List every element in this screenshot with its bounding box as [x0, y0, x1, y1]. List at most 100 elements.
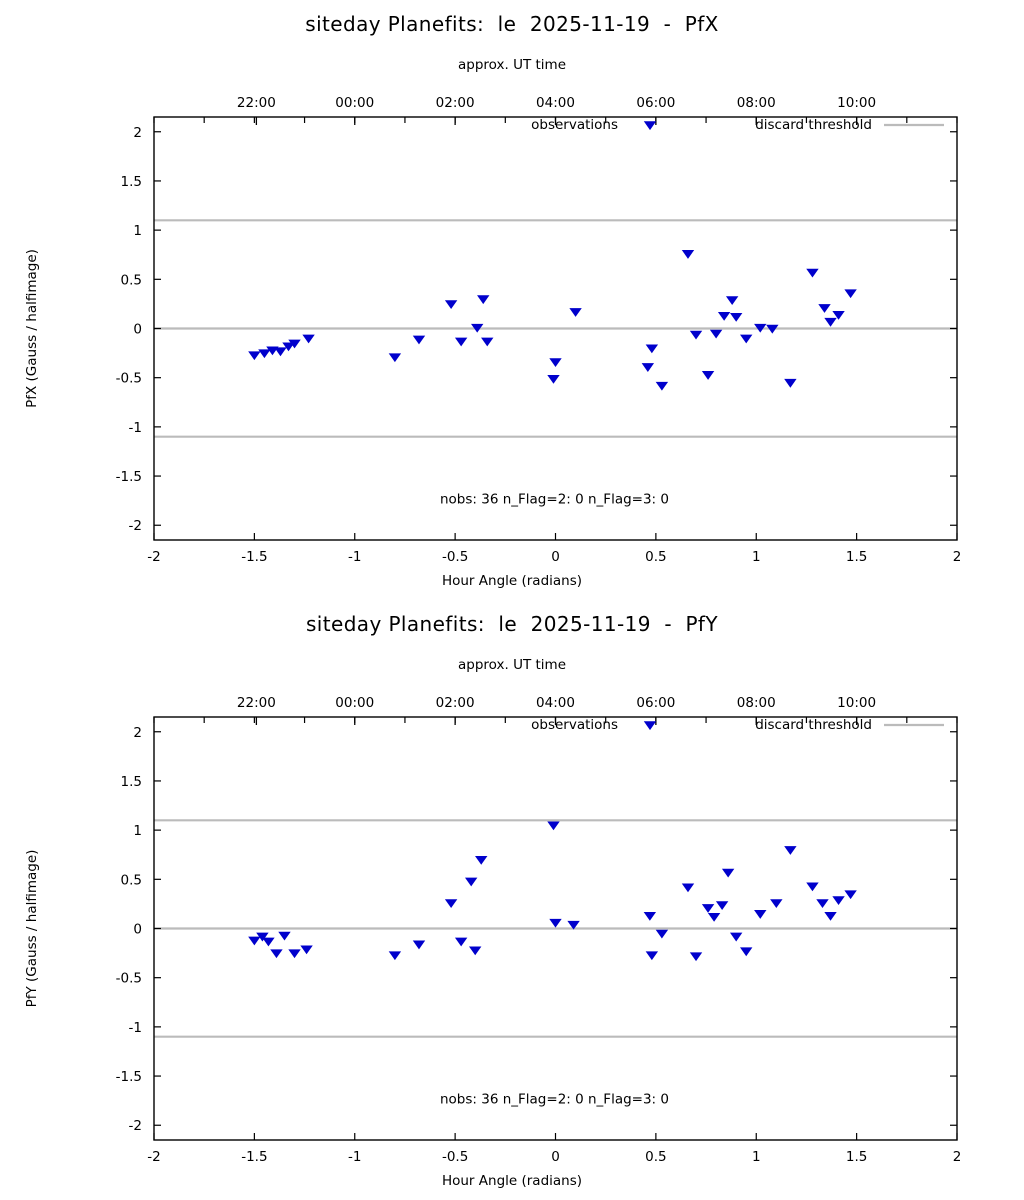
x-axis-bottom-ticks: -2 -1.5 -1 -0.5 0 0.5 1 1.5 2: [147, 533, 961, 565]
legend-label-discard-threshold: discard threshold: [755, 117, 872, 133]
data-point-marker: [806, 268, 819, 278]
x-tick-label-bottom: -0.5: [442, 549, 468, 565]
data-point-marker: [302, 334, 315, 344]
plot-area-pfx: -2 -1.5 -1 -0.5 0 0.5 1 1.5 2 22:00 00:00 02:00 04:0…: [24, 95, 961, 565]
y-axis-ticks: -2 -1.5 -1 -0.5 0 0.5 1 1.5 2: [116, 125, 957, 534]
chart-panel-pfx: siteday Planefits: le 2025-11-19 - PfX a…: [24, 12, 961, 589]
x-tick-label-bottom: -0.5: [442, 1149, 468, 1165]
data-point-marker: [444, 899, 458, 909]
y-tick-label: -0.5: [116, 971, 142, 987]
data-point-marker: [388, 951, 402, 961]
x-tick-label-top: 22:00: [237, 695, 276, 711]
data-point-marker: [412, 335, 426, 345]
data-point-marker: [248, 936, 261, 946]
data-point-marker: [444, 300, 458, 309]
data-point-marker: [740, 947, 753, 957]
data-point-marker: [256, 932, 269, 942]
data-point-marker: [274, 347, 287, 357]
data-point-marker: [288, 949, 301, 959]
data-point-marker: [824, 912, 837, 921]
plot-frame: [153, 116, 958, 541]
y-tick-label: -2: [129, 1118, 142, 1134]
bottom-axis-title-pfy: Hour Angle (radians): [441, 1173, 583, 1189]
x-tick-label-top: 22:00: [237, 95, 276, 111]
nobs-annotation: nobs: 36 n_Flag=2: 0 n_Flag=3: 0: [440, 1092, 669, 1108]
x-tick-label-bottom: 0.5: [645, 549, 666, 565]
x-tick-label-top: 08:00: [737, 695, 776, 711]
data-point-marker: [754, 323, 767, 333]
data-point-marker: [701, 371, 715, 380]
data-point-marker: [641, 363, 655, 372]
data-point-marker: [806, 882, 819, 892]
x-axis-bottom-ticks: -2 -1.5 -1 -0.5 0 0.5 1 1.5 2: [147, 1133, 961, 1165]
data-point-marker: [832, 896, 845, 906]
data-point-marker: [729, 932, 743, 942]
y-axis-ticks: -2 -1.5 -1 -0.5 0 0.5 1 1.5 2: [116, 725, 957, 1134]
page-title-pfx: siteday Planefits: le 2025-11-19 - PfX: [305, 12, 719, 36]
data-series-observations: [248, 821, 857, 962]
top-axis-title-pfx: approx. UT time: [458, 57, 566, 73]
x-tick-label-bottom: -1.5: [241, 549, 267, 565]
data-point-marker: [481, 337, 494, 347]
y-tick-label: 0.5: [121, 272, 142, 288]
x-tick-label-top: 04:00: [536, 695, 575, 711]
data-point-marker: [818, 304, 831, 313]
x-tick-label-top: 10:00: [837, 95, 876, 111]
data-point-marker: [412, 940, 426, 950]
x-tick-label-bottom: 1.5: [846, 1149, 867, 1165]
x-tick-label-top: 10:00: [837, 695, 876, 711]
data-point-marker: [784, 378, 797, 388]
data-point-marker: [547, 374, 560, 384]
page-title-pfy: siteday Planefits: le 2025-11-19 - PfY: [305, 612, 718, 636]
data-point-marker: [770, 899, 783, 909]
x-tick-label-top: 02:00: [436, 695, 475, 711]
y-tick-label: -1: [129, 420, 142, 436]
data-point-marker: [388, 353, 402, 363]
data-point-marker: [707, 913, 721, 922]
y-tick-label: 2: [133, 725, 142, 741]
data-point-marker: [300, 945, 313, 955]
data-point-marker: [655, 381, 669, 391]
y-tick-label: -1.5: [116, 469, 142, 485]
data-point-marker: [754, 910, 767, 919]
y-tick-label: 1: [133, 223, 142, 239]
data-point-marker: [549, 358, 562, 368]
y-tick-label: -1: [129, 1020, 142, 1036]
legend-label-discard-threshold: discard threshold: [755, 717, 872, 733]
data-point-marker: [645, 344, 659, 354]
y-tick-label: 2: [133, 125, 142, 141]
plot-frame: [153, 716, 958, 1141]
data-point-marker: [643, 912, 657, 921]
data-point-marker: [262, 937, 275, 947]
x-tick-label-top: 00:00: [335, 695, 374, 711]
top-axis-title-pfy: approx. UT time: [458, 657, 566, 673]
data-point-marker: [844, 890, 857, 900]
data-series-observations: [248, 250, 857, 391]
x-tick-label-bottom: 2: [953, 549, 962, 565]
data-point-marker: [547, 821, 560, 831]
data-point-marker: [475, 855, 488, 865]
x-tick-label-bottom: 1: [752, 549, 761, 565]
bottom-axis-title-pfx: Hour Angle (radians): [441, 573, 583, 589]
x-tick-label-bottom: 0.5: [645, 1149, 666, 1165]
y-tick-label: 0: [133, 922, 142, 938]
y-tick-label: -0.5: [116, 371, 142, 387]
data-point-marker: [248, 351, 261, 361]
data-point-marker: [709, 329, 723, 339]
data-point-marker: [701, 904, 715, 913]
data-point-marker: [717, 312, 731, 321]
data-point-marker: [725, 296, 739, 306]
y-tick-label: 0.5: [121, 872, 142, 888]
data-point-marker: [569, 308, 582, 317]
x-tick-label-bottom: 1: [752, 1149, 761, 1165]
x-tick-label-bottom: 0: [551, 1149, 560, 1165]
data-point-marker: [824, 317, 837, 327]
x-tick-label-bottom: 0: [551, 549, 560, 565]
y-tick-label: 1.5: [121, 774, 142, 790]
data-point-marker: [282, 342, 295, 352]
threshold-lines-group: [154, 219, 957, 438]
data-point-marker: [740, 334, 753, 344]
x-tick-label-top: 08:00: [737, 95, 776, 111]
data-point-marker: [549, 918, 562, 928]
legend-label-observations: observations: [531, 117, 618, 133]
